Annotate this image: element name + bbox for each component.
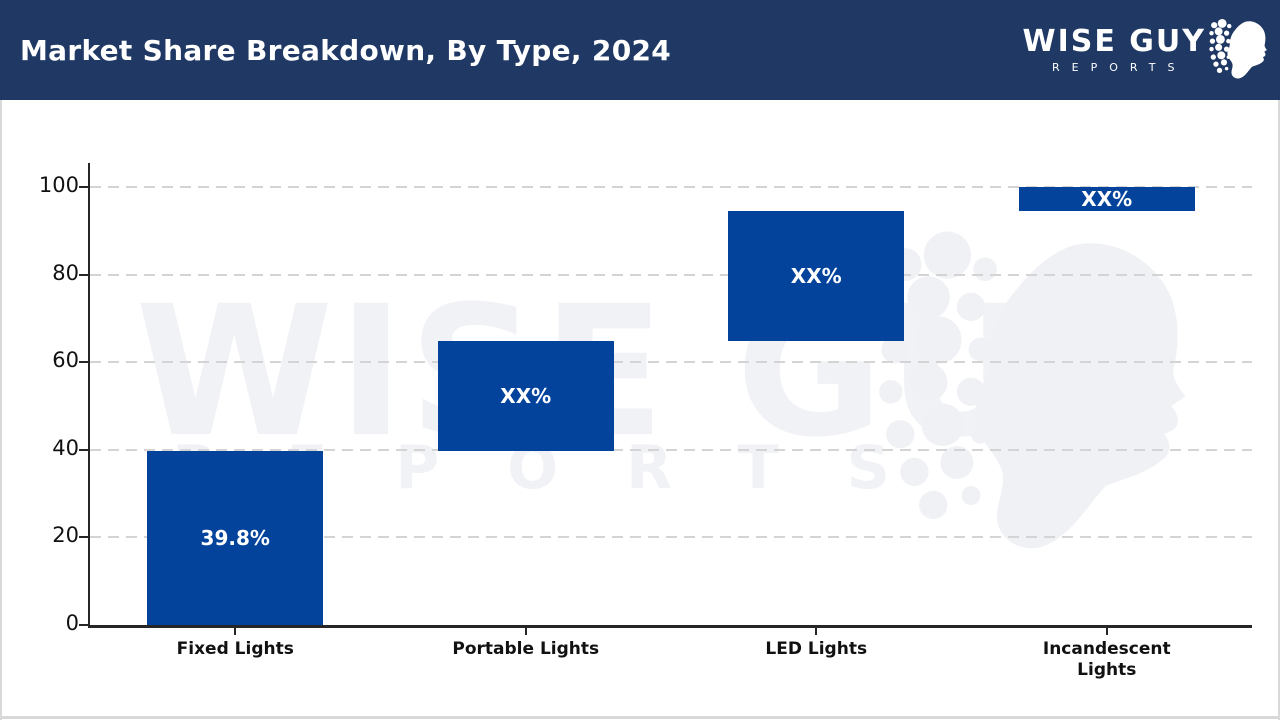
logo-subtitle: REPORTS: [1052, 61, 1187, 74]
x-axis-tick-fixed-lights: [234, 628, 237, 635]
bar-value-label-led-lights: XX%: [790, 264, 842, 289]
gridline-80: [90, 273, 1252, 276]
x-axis-line: [88, 625, 1252, 628]
bar-value-label-fixed-lights: 39.8%: [200, 525, 270, 550]
y-axis-tick-label-0: 0: [65, 611, 79, 635]
x-axis-tick-incandescent-lights: [1105, 628, 1108, 635]
y-axis-tick-label-60: 60: [52, 348, 79, 373]
page-title: Market Share Breakdown, By Type, 2024: [20, 33, 672, 67]
x-category-label-fixed-lights: Fixed Lights: [176, 639, 294, 659]
gridline-60: [90, 361, 1252, 364]
logo-text: WISE GUY REPORTS: [1022, 24, 1206, 75]
y-axis-line: [88, 163, 90, 628]
watermark-face-icon: [879, 231, 1186, 549]
x-category-label-incandescent-lights: Incandescent Lights: [1042, 639, 1171, 680]
bar-value-label-incandescent-lights: XX%: [1081, 187, 1133, 212]
bar-fixed-lights: 39.8%: [147, 450, 324, 625]
gridline-100: [90, 186, 1252, 188]
x-category-label-led-lights: LED Lights: [765, 639, 868, 659]
y-axis-tick-100: [79, 186, 88, 188]
y-axis-tick-40: [79, 448, 88, 451]
y-axis-tick-0: [79, 624, 88, 626]
y-axis-tick-60: [79, 361, 88, 364]
gridline-20: [90, 536, 1252, 539]
x-axis-tick-led-lights: [815, 628, 818, 635]
y-axis-tick-label-40: 40: [52, 435, 79, 460]
wise-guy-face-icon: [1209, 19, 1267, 79]
header: Market Share Breakdown, By Type, 2024 WI…: [0, 0, 1280, 100]
frame-border-right: [1278, 100, 1280, 720]
x-axis-tick-portable-lights: [524, 628, 527, 635]
x-category-label-portable-lights: Portable Lights: [452, 639, 600, 659]
y-axis-tick-20: [79, 536, 88, 539]
gridline-40: [90, 448, 1252, 451]
wise-guy-logo: WISE GUY REPORTS: [1022, 5, 1270, 95]
bar-led-lights: XX%: [728, 211, 905, 342]
bar-incandescent-lights: XX%: [1018, 187, 1195, 212]
frame-border-bottom: [0, 716, 1280, 719]
y-axis-tick-label-80: 80: [52, 260, 79, 285]
y-axis-tick-label-20: 20: [52, 523, 79, 548]
y-axis-tick-label-100: 100: [38, 173, 79, 197]
y-axis-tick-80: [79, 273, 88, 276]
frame-border-left: [0, 100, 2, 720]
logo-wordmark: WISE GUY: [1022, 24, 1206, 59]
bar-portable-lights: XX%: [437, 341, 614, 451]
bar-value-label-portable-lights: XX%: [500, 383, 552, 408]
